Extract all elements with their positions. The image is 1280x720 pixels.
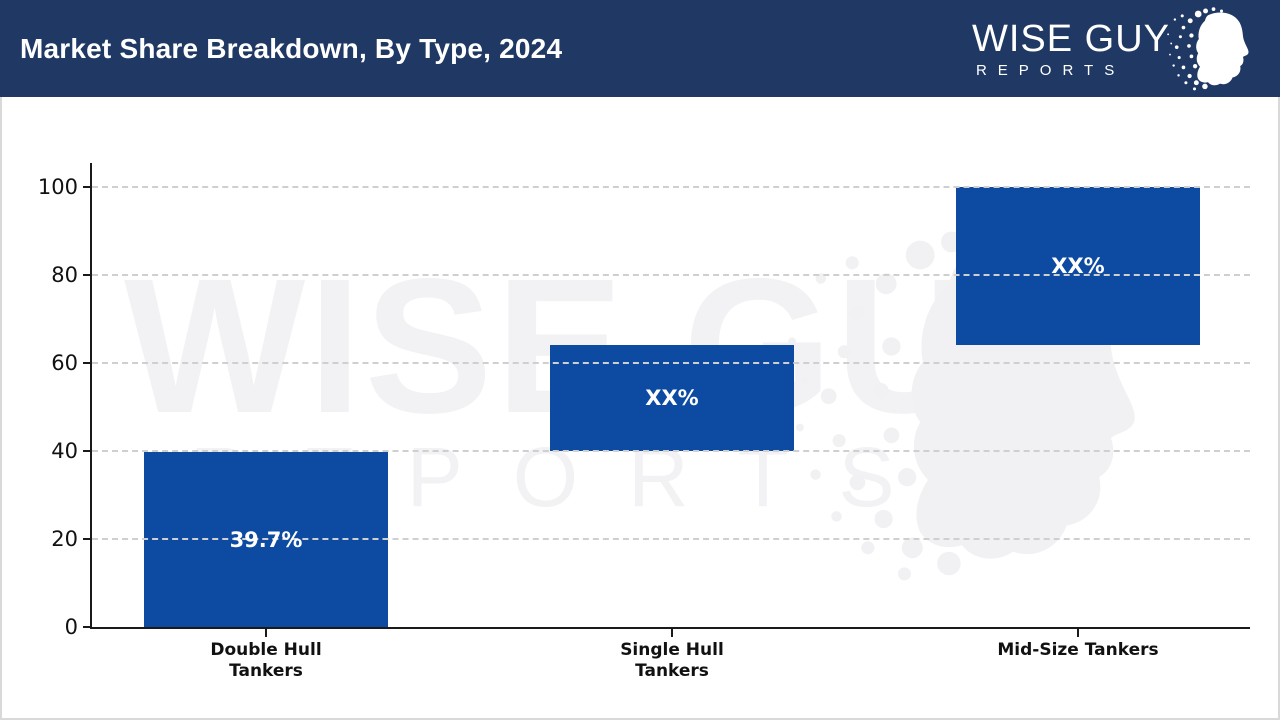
bar-value-label: XX% xyxy=(645,386,699,411)
y-tick-mark xyxy=(83,274,91,276)
wise-guy-logo: WISE GUY REPORTS xyxy=(972,6,1254,92)
x-tick-mark xyxy=(1077,629,1079,637)
x-tick-mark xyxy=(671,629,673,637)
gridline xyxy=(92,274,1250,276)
logo-text: WISE GUY REPORTS xyxy=(972,20,1170,78)
y-tick-label: 80 xyxy=(51,263,78,287)
y-axis-line xyxy=(90,163,92,629)
x-category-label-line: Mid-Size Tankers xyxy=(997,640,1159,660)
gridline xyxy=(92,186,1250,188)
y-tick-mark xyxy=(83,538,91,540)
x-tick-mark xyxy=(265,629,267,637)
y-tick-label: 100 xyxy=(37,175,78,199)
header-bar: Market Share Breakdown, By Type, 2024 WI… xyxy=(0,0,1280,97)
y-tick-label: 20 xyxy=(51,527,78,551)
bar-value-label: XX% xyxy=(1051,254,1105,279)
x-category-label: Single Hull Tankers xyxy=(502,640,842,683)
y-tick-mark xyxy=(83,626,91,628)
y-tick-label: 0 xyxy=(64,615,78,639)
x-category-label: Double Hull Tankers xyxy=(96,640,436,683)
gridline xyxy=(92,538,1250,540)
x-category-label: Mid-Size Tankers xyxy=(908,640,1248,661)
page-title: Market Share Breakdown, By Type, 2024 xyxy=(20,32,563,64)
x-category-label-line: Tankers xyxy=(229,661,303,682)
logo-head-icon xyxy=(1167,6,1249,90)
x-category-label-line: Single Hull xyxy=(620,640,724,660)
logo-subtitle: REPORTS xyxy=(975,61,1126,79)
x-category-label-line: Double Hull xyxy=(210,640,322,660)
y-tick-mark xyxy=(83,450,91,452)
y-tick-mark xyxy=(83,362,91,364)
bar-value-label: 39.7% xyxy=(229,527,303,552)
bar xyxy=(956,187,1200,346)
y-tick-label: 60 xyxy=(51,351,78,375)
x-axis-line xyxy=(90,627,1250,629)
x-category-label-line: Tankers xyxy=(635,661,709,682)
chart-area: WISE GUY REPORTS 0 20 40 60 80 100 39.7% Double… xyxy=(0,97,1280,720)
gridline xyxy=(92,450,1250,452)
logo-wordmark: WISE GUY xyxy=(971,17,1170,60)
gridline xyxy=(92,362,1250,364)
y-tick-label: 40 xyxy=(51,439,78,463)
y-tick-mark xyxy=(83,186,91,188)
